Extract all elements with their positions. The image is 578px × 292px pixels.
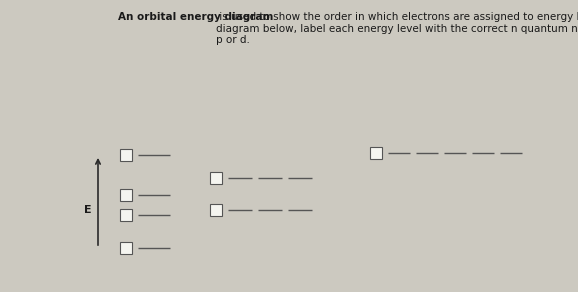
Bar: [120, 149, 132, 161]
Bar: [120, 209, 132, 221]
Text: E: E: [84, 205, 92, 215]
Bar: [120, 242, 132, 254]
Bar: [210, 204, 222, 216]
Text: is used to show the order in which electrons are assigned to energy levels. For : is used to show the order in which elect…: [216, 12, 578, 45]
Bar: [120, 189, 132, 201]
Text: An orbital energy diagram: An orbital energy diagram: [118, 12, 273, 22]
Bar: [210, 172, 222, 184]
Bar: [370, 147, 382, 159]
